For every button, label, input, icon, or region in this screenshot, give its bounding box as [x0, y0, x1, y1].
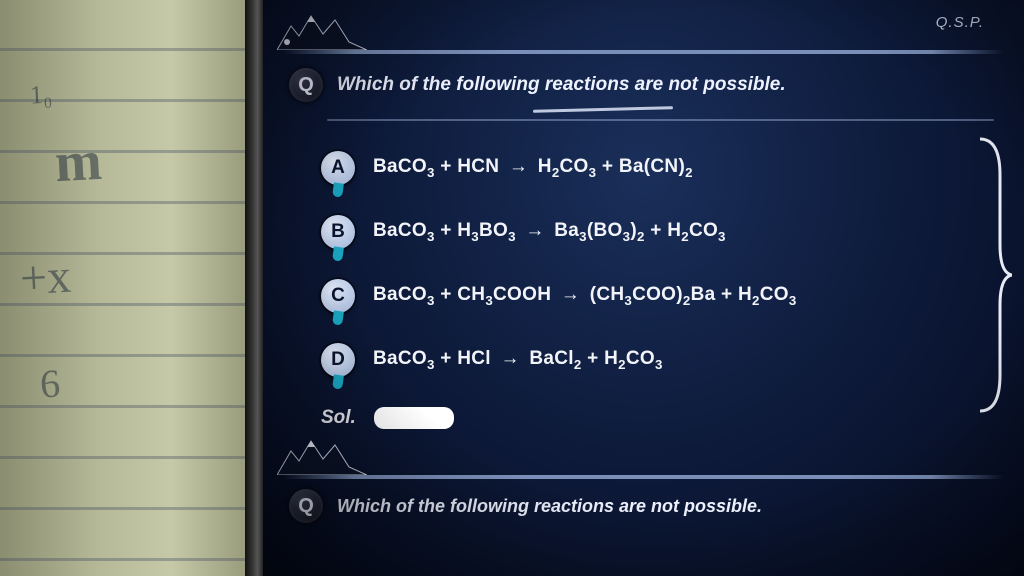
underline-mark: [533, 106, 673, 113]
question-badge: Q: [289, 68, 323, 102]
option-formula: BaCO3 + HCN → H2CO3 + Ba(CN)2: [373, 156, 693, 180]
option-c[interactable]: C BaCO3 + CH3COOH → (CH3COO)2Ba + H2CO3: [321, 279, 1004, 313]
divider-line: [283, 50, 1004, 54]
option-d[interactable]: D BaCO3 + HCl → BaCl2 + H2CO3: [321, 343, 1004, 377]
page-tag: Q.S.P.: [936, 14, 984, 31]
question-text: Which of the following reactions are not…: [337, 496, 762, 517]
solution-row: Sol.: [321, 407, 1004, 429]
mountain-icon: [283, 435, 1004, 475]
question-row: Q Which of the following reactions are n…: [289, 68, 1004, 102]
option-formula: BaCO3 + H3BO3 → Ba3(BO3)2 + H2CO3: [373, 220, 726, 244]
device-bezel: [245, 0, 263, 576]
handwriting-mark: 6: [39, 360, 61, 408]
notebook-background: 1₀ m +x 6: [0, 0, 245, 576]
divider-line: [283, 475, 1004, 479]
option-badge: A: [321, 151, 355, 185]
mountain-icon: [277, 12, 367, 50]
question-text: Which of the following reactions are not…: [337, 74, 786, 96]
handwriting-mark: +x: [19, 249, 73, 307]
handwriting-mark: m: [53, 129, 103, 195]
option-formula: BaCO3 + HCl → BaCl2 + H2CO3: [373, 348, 663, 372]
question-box-border: [327, 119, 994, 121]
handwriting-mark: 1₀: [29, 79, 53, 110]
next-question-row: Q Which of the following reactions are n…: [289, 489, 1004, 523]
options-list: A BaCO3 + HCN → H2CO3 + Ba(CN)2 B BaCO3 …: [321, 151, 1004, 377]
option-badge: B: [321, 215, 355, 249]
solution-blank: [374, 407, 454, 429]
option-a[interactable]: A BaCO3 + HCN → H2CO3 + Ba(CN)2: [321, 151, 1004, 185]
question-badge: Q: [289, 489, 323, 523]
option-b[interactable]: B BaCO3 + H3BO3 → Ba3(BO3)2 + H2CO3: [321, 215, 1004, 249]
option-badge: D: [321, 343, 355, 377]
curly-brace-icon: [970, 135, 1012, 415]
option-badge: C: [321, 279, 355, 313]
top-bar: Q.S.P.: [283, 8, 1004, 50]
option-formula: BaCO3 + CH3COOH → (CH3COO)2Ba + H2CO3: [373, 284, 797, 308]
quiz-screen: Q.S.P. Q Which of the following reaction…: [263, 0, 1024, 576]
solution-label: Sol.: [321, 407, 356, 429]
